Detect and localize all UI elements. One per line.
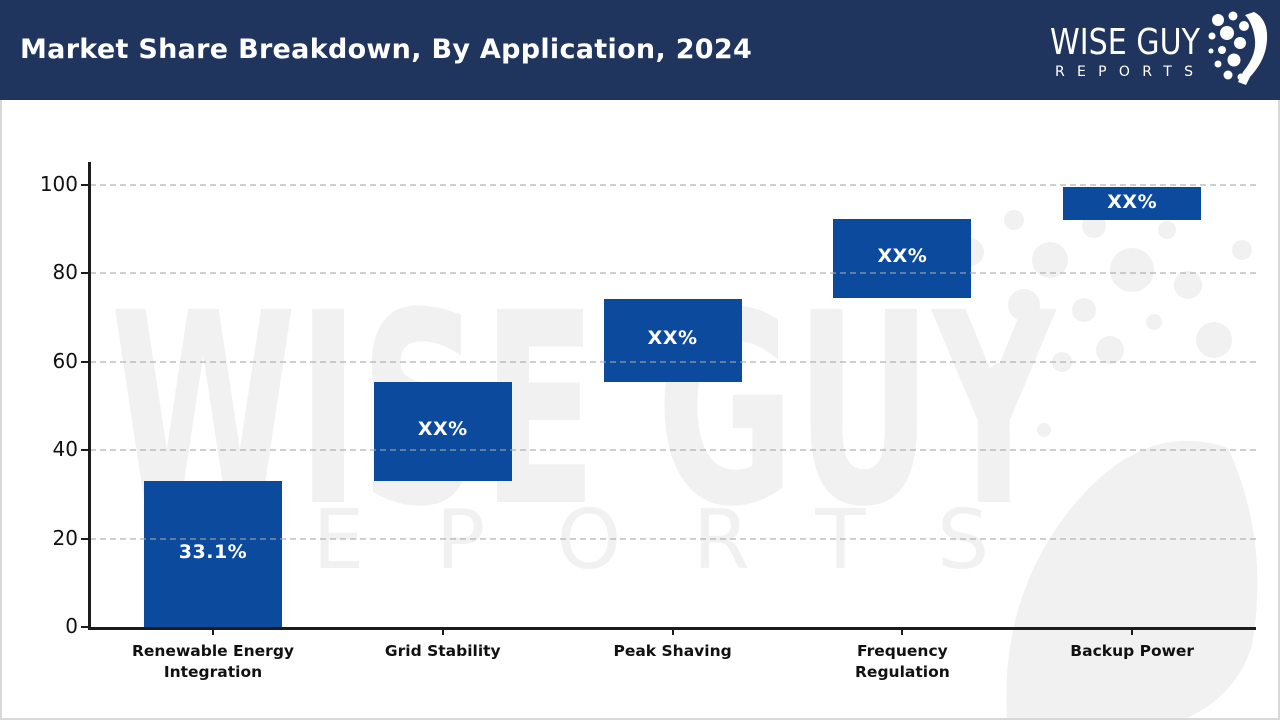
bar-value-label: XX%: [877, 245, 928, 268]
x-tick-mark: [441, 627, 444, 635]
x-tick-label: Renewable Energy Integration: [131, 642, 295, 681]
x-tick-mark: [212, 627, 214, 635]
chart: WISE GUY REPORTS 02040608010033.1%XX%XX%…: [2, 100, 1278, 718]
bar-value-label: XX%: [417, 418, 468, 441]
bar-value-label: XX%: [1107, 190, 1158, 213]
page-title: Market Share Breakdown, By Application, …: [20, 34, 753, 65]
y-tick-label: 60: [52, 348, 78, 373]
gridline: [90, 449, 1256, 452]
y-tick-mark: [81, 360, 90, 363]
x-tick-mark: [901, 627, 904, 635]
gridline: [90, 360, 1256, 363]
bar-value-label: 33.1%: [178, 540, 248, 563]
y-tick-mark: [81, 449, 90, 452]
bar: [144, 480, 282, 627]
x-tick-label: Grid Stability: [384, 642, 501, 660]
y-tick-label: 0: [65, 614, 78, 638]
logo-wordmark-sub: REPORTS: [1055, 64, 1193, 80]
gridline: [90, 272, 1256, 275]
plot-area: 0 20 40 60 80 100 33.1% XX% XX% XX% XX% Renewable E…: [2, 100, 1278, 718]
x-tick-label: Frequency Regulation: [855, 642, 950, 681]
x-axis: [88, 627, 1256, 630]
x-tick-label: Peak Shaving: [613, 642, 732, 660]
y-tick-label: 40: [52, 437, 78, 462]
y-tick-mark: [81, 184, 90, 186]
logo: WISE GUY REPORTS: [1050, 11, 1268, 85]
logo-head-icon: [1208, 11, 1268, 85]
y-tick-label: 20: [52, 525, 78, 550]
gridline: [90, 537, 1256, 540]
header: Market Share Breakdown, By Application, …: [0, 0, 1280, 100]
bar: [373, 381, 512, 482]
y-tick-label: 80: [52, 260, 78, 285]
logo-wordmark: WISE GUY: [1050, 22, 1201, 63]
bar: [603, 298, 742, 382]
bar: [833, 219, 972, 298]
y-tick-mark: [81, 626, 90, 628]
y-tick-mark: [81, 537, 90, 540]
x-tick-label: Backup Power: [1070, 642, 1195, 660]
y-axis: [88, 162, 91, 629]
x-tick-mark: [671, 627, 674, 635]
y-tick-label: 100: [39, 172, 78, 196]
gridline: [90, 184, 1256, 186]
bar-value-label: XX%: [647, 327, 698, 350]
y-tick-mark: [81, 272, 90, 275]
